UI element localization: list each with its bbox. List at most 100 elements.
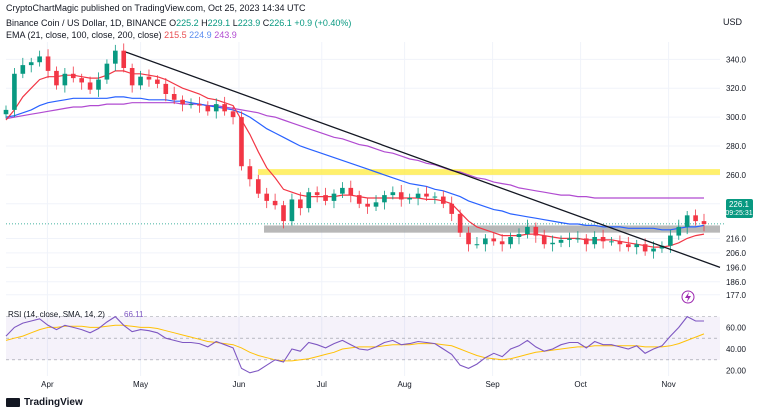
y-tick-label: 186.0 [726, 278, 747, 287]
candle-body [567, 238, 572, 240]
candle-body [634, 244, 640, 248]
candle-body [113, 50, 118, 64]
candle-body [138, 76, 143, 86]
ema-label[interactable]: EMA (21, close, 100, close, 200, close) [6, 30, 162, 40]
candle-body [592, 237, 597, 245]
symbol-legend[interactable]: Binance Coin / US Dollar, 1D, BINANCE O2… [6, 18, 351, 28]
candle-body [54, 70, 59, 86]
ohlc-high: H229.1 [201, 18, 231, 28]
currency-label[interactable]: USD [722, 17, 742, 27]
lightning-icon[interactable] [681, 290, 695, 304]
ema100-value: 224.9 [189, 30, 212, 40]
candle-body [264, 193, 270, 201]
price-tag-countdown: 09:25:31 [725, 210, 752, 217]
tradingview-logo-icon [6, 398, 20, 407]
candle-body [457, 213, 463, 233]
candle-body [398, 192, 404, 200]
x-tick-label: Nov [661, 380, 675, 389]
candle-body [272, 200, 278, 206]
candle-body [62, 73, 68, 86]
candle-body [323, 195, 328, 201]
candle-body [483, 238, 488, 245]
candle-body [79, 78, 84, 83]
resistance-zone [258, 169, 720, 175]
candle-body [533, 226, 539, 236]
candle-body [600, 237, 606, 242]
candle-body [365, 203, 370, 207]
tradingview-logo[interactable]: TradingView [6, 397, 83, 408]
candle-body [508, 237, 513, 245]
candle-body [255, 179, 261, 194]
rsi-pane [5, 315, 720, 374]
candle-body [449, 203, 455, 214]
trendline-line [125, 51, 721, 268]
trendline[interactable] [125, 51, 721, 268]
candle-body [70, 73, 76, 79]
candle-body [37, 56, 42, 63]
candles [3, 43, 707, 259]
price-tag-value: 226.1 [729, 200, 750, 209]
candle-body [558, 239, 564, 243]
time-axis[interactable]: Apr May Jun Jul Aug Sep Oct Nov [41, 380, 676, 389]
y-tick-label: 196.0 [726, 263, 747, 272]
candle-body [583, 238, 589, 245]
rsi-value: 66.11 [124, 310, 144, 319]
price-tag: 226.1 09:25:31 [725, 199, 753, 218]
candle-body [230, 111, 236, 118]
x-tick-label: Sep [485, 380, 500, 389]
candle-body [222, 104, 227, 112]
candle-body [693, 215, 698, 222]
symbol-name[interactable]: Binance Coin / US Dollar, 1D, BINANCE [6, 18, 167, 28]
candle-body [642, 244, 648, 252]
candle-body [701, 221, 707, 224]
candle-body [382, 195, 387, 203]
x-tick-label: Jul [317, 380, 327, 389]
candle-body [373, 202, 379, 207]
price-tag-box [726, 199, 753, 218]
x-tick-label: Aug [397, 380, 411, 389]
candle-body [432, 196, 438, 198]
y-tick-label: 260.0 [726, 171, 747, 180]
candle-body [96, 79, 101, 90]
candle-body [491, 238, 497, 242]
x-tick-label: Oct [574, 380, 587, 389]
candle-body [306, 192, 312, 209]
ema100-line [5, 96, 705, 231]
candle-body [466, 232, 471, 245]
candle-body [668, 235, 673, 246]
candle-body [104, 63, 110, 80]
rsi-label: RSI (14, close, SMA, 14, 2) [8, 310, 105, 319]
candle-body [146, 76, 152, 80]
candle-body [239, 117, 244, 167]
candle-body [247, 166, 253, 180]
candle-body [289, 199, 295, 222]
candle-body [188, 104, 194, 106]
candle-body [155, 79, 160, 84]
y-tick-label: 216.0 [726, 234, 747, 243]
ema200-line [5, 102, 704, 199]
candle-body [129, 68, 135, 86]
candle-body [659, 245, 665, 249]
y-tick-label: 320.0 [726, 84, 747, 93]
ema21-value: 215.5 [164, 30, 187, 40]
candle-body [45, 56, 51, 71]
candle-body [516, 234, 522, 237]
candle-body [424, 193, 429, 197]
candle-body [676, 226, 682, 236]
candle-body [28, 62, 34, 66]
candle-body [541, 235, 547, 245]
rsi-tick-label: 60.00 [726, 323, 747, 332]
candle-body [407, 198, 412, 200]
rsi-legend[interactable]: RSI (14, close, SMA, 14, 2) 66.11 [8, 310, 144, 319]
candle-body [474, 244, 480, 246]
ema-legend[interactable]: EMA (21, close, 100, close, 200, close) … [6, 30, 237, 40]
publisher-line: CryptoChartMagic published on TradingVie… [6, 3, 306, 13]
candle-body [197, 104, 202, 106]
y-tick-label: 280.0 [726, 142, 747, 151]
candle-body [121, 50, 127, 68]
ohlc-close: C226.1 [262, 18, 292, 28]
y-tick-label: 300.0 [726, 113, 747, 122]
x-tick-label: Jun [232, 380, 245, 389]
candle-body [205, 105, 211, 112]
